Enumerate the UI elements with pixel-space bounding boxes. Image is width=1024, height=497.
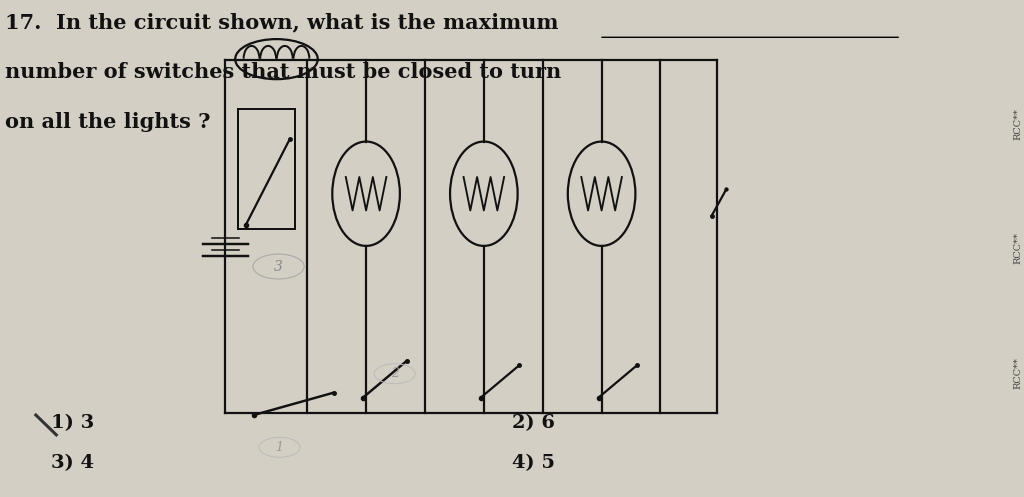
Text: 3: 3 [274, 259, 283, 273]
Text: 1: 1 [275, 441, 284, 454]
Text: 2: 2 [391, 367, 398, 380]
Bar [238, 109, 295, 229]
Text: 1) 3: 1) 3 [51, 414, 94, 432]
Text: 4) 5: 4) 5 [512, 454, 555, 472]
Text: RCC**: RCC** [1013, 233, 1022, 264]
Text: RCC**: RCC** [1013, 108, 1022, 140]
Text: 17.  In the circuit shown, what is the maximum: 17. In the circuit shown, what is the ma… [5, 12, 559, 32]
Text: RCC**: RCC** [1013, 357, 1022, 389]
Text: 2) 6: 2) 6 [512, 414, 555, 432]
Text: 3) 4: 3) 4 [51, 454, 94, 472]
Text: on all the lights ?: on all the lights ? [5, 112, 211, 132]
Text: number of switches that must be closed to turn: number of switches that must be closed t… [5, 62, 561, 82]
